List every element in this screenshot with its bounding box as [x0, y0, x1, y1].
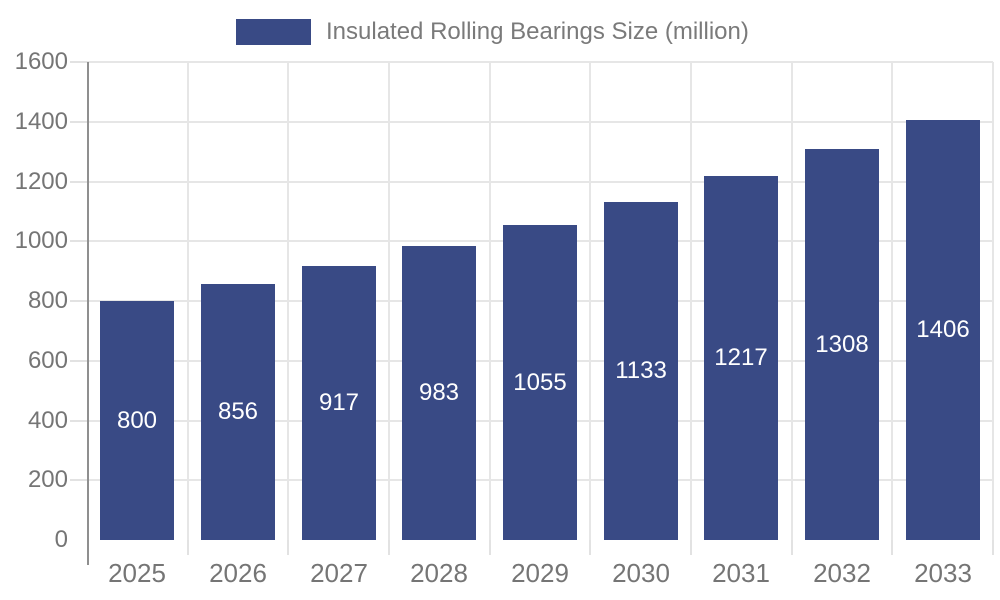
gridline-h	[87, 121, 993, 123]
x-tick-mark	[388, 540, 390, 555]
gridline-v	[589, 62, 591, 540]
y-tick-mark	[70, 181, 87, 183]
gridline-v	[791, 62, 793, 540]
y-tick-mark	[70, 300, 87, 302]
bar-value-label: 1217	[714, 344, 768, 371]
x-tick-mark	[690, 540, 692, 555]
bar: 917	[302, 266, 376, 540]
x-axis-tick-label: 2029	[511, 558, 569, 588]
x-tick-mark	[589, 540, 591, 555]
bar: 1406	[906, 120, 980, 540]
y-axis-tick-label: 0	[54, 526, 68, 553]
y-axis-tick-label: 1000	[14, 227, 68, 254]
bar-value-label: 856	[217, 398, 259, 425]
y-axis-tick-label: 800	[27, 287, 68, 314]
legend-label: Insulated Rolling Bearings Size (million…	[326, 18, 749, 45]
gridline-h	[87, 181, 993, 183]
y-tick-mark	[70, 420, 87, 422]
bar-value-label: 917	[318, 389, 360, 416]
x-tick-mark	[891, 540, 893, 555]
y-tick-mark	[70, 360, 87, 362]
bar-value-label: 1133	[615, 357, 667, 384]
x-axis-tick-label: 2026	[209, 558, 267, 588]
gridline-v	[287, 62, 289, 540]
x-axis-tick-label: 2030	[612, 558, 670, 588]
bar: 800	[100, 301, 174, 540]
x-axis-tick-label: 2028	[410, 558, 468, 588]
bar: 1133	[604, 202, 678, 540]
x-axis-tick-label: 2031	[712, 558, 770, 588]
bar-value-label: 1406	[916, 316, 970, 343]
x-tick-mark	[287, 540, 289, 555]
x-axis-labels: 2025 2026 2027 2028 2029 2030 2031 2032 2033	[87, 558, 993, 592]
bar-value-label: 983	[418, 379, 460, 406]
gridline-v	[891, 62, 893, 540]
y-axis-tick-label: 200	[27, 466, 68, 493]
gridline-h	[87, 61, 993, 63]
x-tick-mark	[992, 540, 994, 555]
x-tick-mark	[489, 540, 491, 555]
y-axis-tick-label: 400	[27, 407, 68, 434]
x-tick-mark	[187, 540, 189, 555]
bar: 1308	[805, 149, 879, 540]
x-axis-tick-label: 2033	[914, 558, 972, 588]
plot-area: 800 856 917 983 1055 1133 1217 1308 1406	[70, 61, 994, 565]
legend-swatch-icon	[236, 19, 311, 45]
x-axis-tick-label: 2027	[310, 558, 368, 588]
y-tick-mark	[70, 121, 87, 123]
y-axis-labels: 0 200 400 600 800 1000 1200 1400 1600	[0, 48, 68, 553]
bar-value-label: 1055	[513, 368, 567, 396]
x-axis-tick-label: 2032	[813, 558, 871, 588]
gridline-v	[489, 62, 491, 540]
bar: 856	[201, 284, 275, 540]
y-axis-line	[87, 62, 89, 565]
gridline-v	[187, 62, 189, 540]
bar-value-label: 1308	[815, 330, 869, 358]
y-tick-mark	[70, 479, 87, 481]
bar: 1055	[503, 225, 577, 540]
bar: 1217	[704, 176, 778, 540]
y-axis-tick-label: 1400	[14, 108, 68, 135]
gridline-v	[388, 62, 390, 540]
bar: 983	[402, 246, 476, 540]
y-tick-mark	[70, 240, 87, 242]
bar-value-label: 800	[116, 406, 158, 434]
legend: Insulated Rolling Bearings Size (million…	[236, 18, 749, 46]
y-axis-tick-label: 1200	[14, 168, 68, 195]
y-tick-mark	[70, 61, 87, 63]
gridline-v	[992, 62, 994, 540]
x-tick-mark	[791, 540, 793, 555]
gridline-v	[690, 62, 692, 540]
y-axis-tick-label: 600	[27, 347, 68, 374]
y-axis-tick-label: 1600	[14, 48, 68, 75]
x-axis-tick-label: 2025	[108, 558, 166, 588]
